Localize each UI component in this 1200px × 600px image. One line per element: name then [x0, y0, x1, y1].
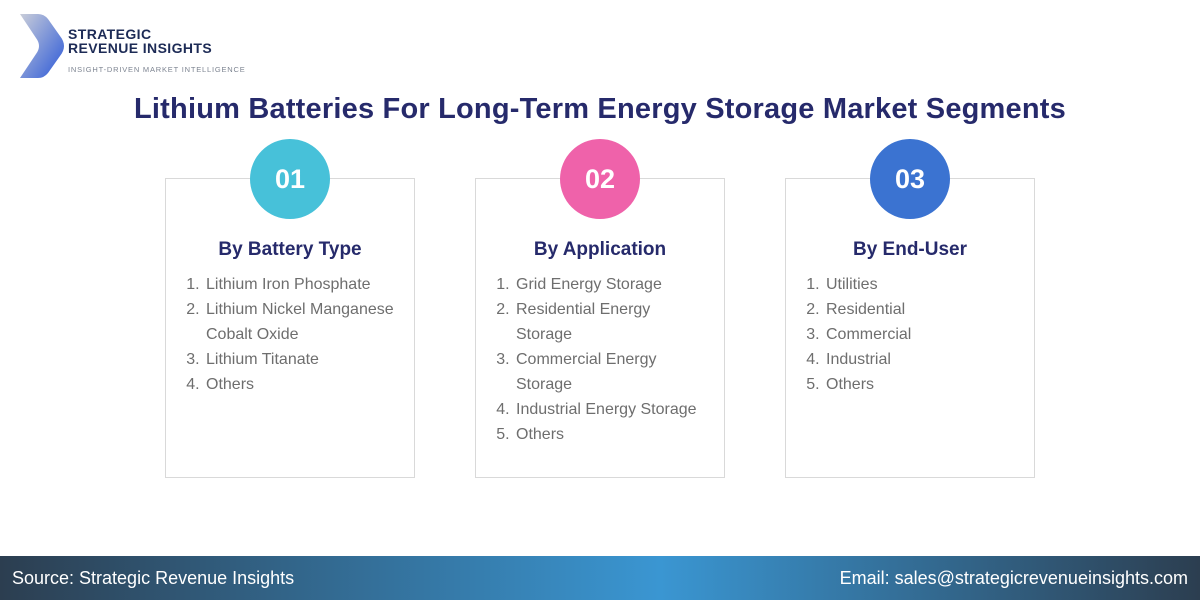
- page-title: Lithium Batteries For Long-Term Energy S…: [134, 93, 1066, 125]
- chevron-logo-icon: [20, 14, 64, 78]
- card-list: Grid Energy StorageResidential Energy St…: [490, 272, 710, 447]
- brand-name-line1: STRATEGIC: [68, 26, 152, 42]
- brand-name-line2: REVENUE INSIGHTS: [68, 40, 213, 56]
- list-item: Others: [824, 372, 1020, 397]
- footer-source: Source: Strategic Revenue Insights: [12, 567, 295, 588]
- card-by-battery-type: 01 By Battery Type Lithium Iron Phosphat…: [165, 139, 415, 478]
- badge-02: 02: [560, 139, 640, 219]
- card-list: Lithium Iron PhosphateLithium Nickel Man…: [180, 272, 400, 397]
- badge-03: 03: [870, 139, 950, 219]
- list-item: Grid Energy Storage: [514, 272, 710, 297]
- list-item: Lithium Iron Phosphate: [204, 272, 400, 297]
- brand-logo-text: STRATEGIC REVENUE INSIGHTS INSIGHT-DRIVE…: [68, 12, 246, 74]
- card-heading: By Application: [533, 239, 667, 260]
- list-item: Others: [514, 422, 710, 447]
- brand-tagline: INSIGHT-DRIVEN MARKET INTELLIGENCE: [68, 65, 246, 74]
- list-item: Commercial: [824, 322, 1020, 347]
- card-heading: By End-User: [852, 239, 968, 260]
- footer-bar: Source: Strategic Revenue Insights Email…: [0, 556, 1200, 600]
- brand-logo: STRATEGIC REVENUE INSIGHTS INSIGHT-DRIVE…: [18, 12, 246, 78]
- list-item: Industrial: [824, 347, 1020, 372]
- badge-01: 01: [250, 139, 330, 219]
- list-item: Utilities: [824, 272, 1020, 297]
- footer-email: Email: sales@strategicrevenueinsights.co…: [839, 567, 1188, 588]
- list-item: Others: [204, 372, 400, 397]
- card-list: UtilitiesResidentialCommercialIndustrial…: [800, 272, 1020, 397]
- list-item: Lithium Titanate: [204, 347, 400, 372]
- card-by-end-user: 03 By End-User UtilitiesResidentialComme…: [785, 139, 1035, 478]
- list-item: Lithium Nickel Manganese Cobalt Oxide: [204, 297, 400, 347]
- card-heading: By Battery Type: [218, 239, 362, 260]
- list-item: Commercial Energy Storage: [514, 347, 710, 397]
- segment-cards: 01 By Battery Type Lithium Iron Phosphat…: [0, 139, 1200, 478]
- card-by-application: 02 By Application Grid Energy StorageRes…: [475, 139, 725, 478]
- list-item: Industrial Energy Storage: [514, 397, 710, 422]
- list-item: Residential Energy Storage: [514, 297, 710, 347]
- list-item: Residential: [824, 297, 1020, 322]
